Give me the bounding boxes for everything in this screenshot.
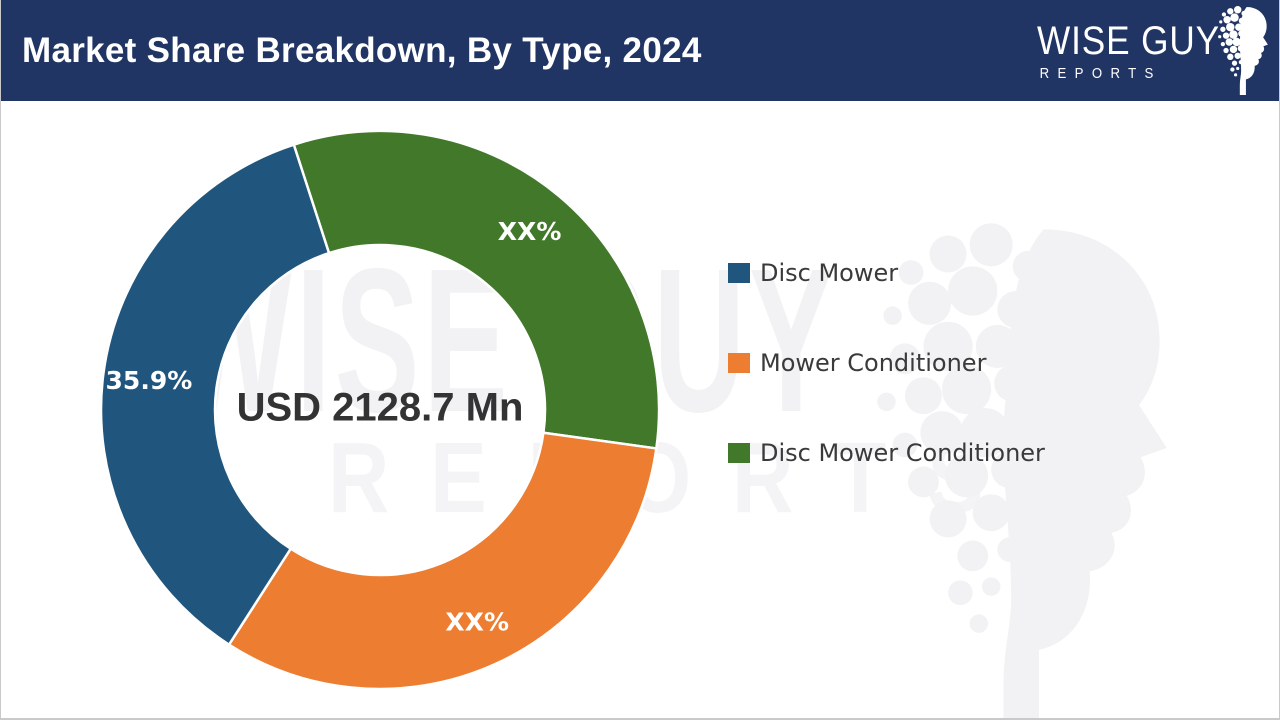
- legend-item-disc-mower-conditioner: Disc Mower Conditioner: [728, 439, 1045, 467]
- header: Market Share Breakdown, By Type, 2024 WI…: [0, 0, 1280, 101]
- legend-label: Disc Mower: [760, 259, 899, 287]
- donut-slice-disc-mower-conditioner: [292, 129, 661, 450]
- legend-marker-mower-conditioner: [728, 353, 750, 373]
- legend-item-disc-mower: Disc Mower: [728, 259, 1045, 287]
- legend-label: Mower Conditioner: [760, 349, 987, 377]
- slice-label-mower-conditioner: XX%: [445, 608, 509, 637]
- legend-marker-disc-mower: [728, 263, 750, 283]
- logo-wordmark: WISE GUY: [1036, 18, 1220, 63]
- logo-subtitle: REPORTS: [1039, 64, 1162, 82]
- chart-legend: Disc Mower Mower Conditioner Disc Mower Co…: [728, 259, 1045, 467]
- chart-center-value: USD 2128.7 Mn: [236, 385, 524, 430]
- page-title: Market Share Breakdown, By Type, 2024: [22, 30, 702, 70]
- donut-slice-disc-mower: [99, 143, 331, 646]
- donut-slice-mower-conditioner: [227, 431, 658, 691]
- logo-face-icon: [1214, 6, 1272, 96]
- legend-item-mower-conditioner: Mower Conditioner: [728, 349, 1045, 377]
- slice-label-disc-mower-conditioner: XX%: [498, 217, 562, 246]
- donut-chart: XX% XX% 35.9%: [99, 129, 661, 691]
- slice-label-disc-mower: 35.9%: [106, 366, 193, 395]
- legend-label: Disc Mower Conditioner: [760, 439, 1045, 467]
- wiseguy-logo: WISE GUY REPORTS: [1012, 4, 1272, 98]
- legend-marker-disc-mower-conditioner: [728, 443, 750, 463]
